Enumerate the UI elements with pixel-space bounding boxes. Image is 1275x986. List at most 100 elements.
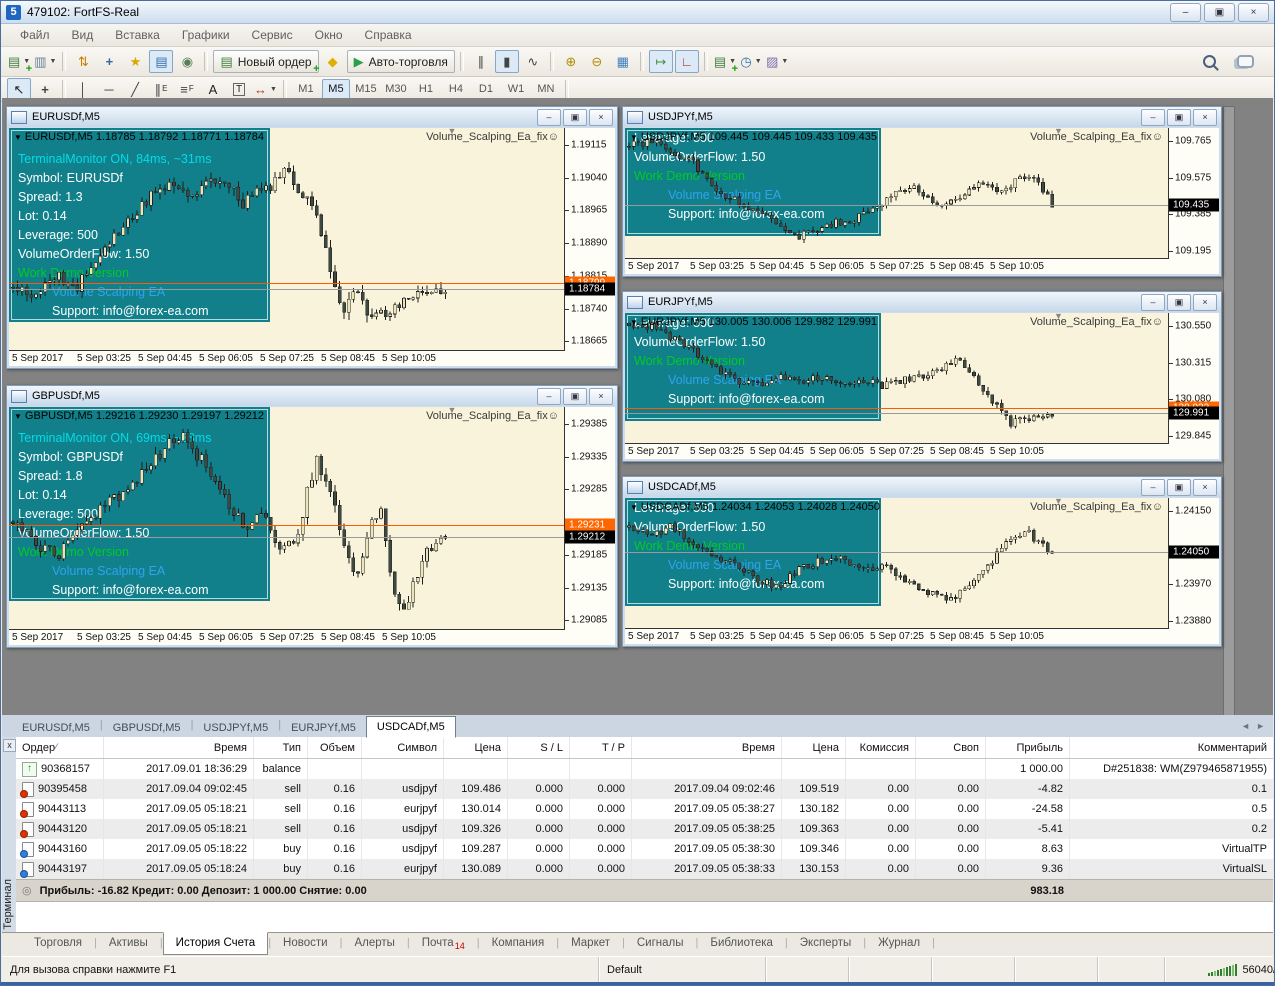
menu-Графики[interactable]: Графики [181,28,230,42]
timeframe-W1-button[interactable]: W1 [507,83,525,95]
timeframe-M15-button[interactable]: M15 [355,83,377,95]
history-row-90443160[interactable]: 90443160 2017.09.05 05:18:22 buy 0.16 usdjpy… [16,839,1273,859]
chart-minimize-button[interactable]: – [537,387,561,405]
chart-titlebar-usdjpyf[interactable]: USDJPYf,M5 – ▣ × [623,107,1221,127]
column-header-10[interactable]: Комиссия [846,737,916,758]
history-row-90368157[interactable]: ↑ 90368157 2017.09.01 18:36:29 balance 1 000… [16,759,1273,779]
menu-Сервис[interactable]: Сервис [251,28,293,42]
column-header-2[interactable]: Тип [254,737,308,758]
chart-close-button[interactable]: × [589,387,613,405]
menu-Вид[interactable]: Вид [71,28,94,42]
chart-titlebar-gbpusdf[interactable]: GBPUSDf,M5 – ▣ × [7,386,617,406]
column-header-3[interactable]: Объем [308,737,362,758]
chart-close-button[interactable]: × [1193,108,1217,126]
chart-titlebar-eurusdf[interactable]: EURUSDf,M5 – ▣ × [7,107,617,127]
chart-restore-button[interactable]: ▣ [563,387,587,405]
column-header-7[interactable]: T / P [570,737,632,758]
column-header-4[interactable]: Символ [362,737,444,758]
chart-plot-area[interactable]: Leverage: 500 VolumeOrderFlow: 1.50 Work D… [625,128,1169,259]
trend-line-tool-button[interactable]: ╱ [123,78,147,101]
timeframe-H1-button[interactable]: H1 [418,83,433,95]
horizontal-line-tool-button[interactable]: ─ [97,78,121,101]
terminal-tab-компания[interactable]: Компания [491,937,545,949]
menu-Справка[interactable]: Справка [364,28,412,42]
price-scale[interactable]: 1.29385 1.29335 1.29285 1.29185 1.29135 1.290… [565,407,615,630]
terminal-button[interactable]: ▤ [149,50,174,73]
terminal-tab-сигналы[interactable]: Сигналы [636,937,684,949]
indicators-button[interactable]: ▤ + ▼ [713,50,738,75]
timeframe-D1-button[interactable]: D1 [478,83,493,95]
terminal-tab-торговля[interactable]: Торговля [34,937,83,949]
chart-plot-area[interactable]: TerminalMonitor ON, 69ms, ~28ms Symbol: G… [9,407,565,630]
status-profile[interactable]: Default [598,957,765,982]
zoom-in-button[interactable]: ⊕ [559,50,583,73]
history-row-90443120[interactable]: 90443120 2017.09.05 05:18:21 sell 0.16 usdjp… [16,819,1273,839]
time-axis[interactable]: 5 Sep 2017 5 Sep 03:25 5 Sep 04:45 5 Sep 06… [625,629,1169,644]
timeframe-M1-button[interactable]: M1 [298,83,314,95]
profiles-button[interactable]: ▥ ▼ [33,50,57,73]
metaeditor-button[interactable]: ◆ [321,50,345,73]
price-scale[interactable]: 1.24150 1.23970 1.23880 1.24050 [1169,498,1219,629]
chart-minimize-button[interactable]: – [1141,478,1165,496]
navigator-button[interactable]: ★ [123,50,147,73]
history-row-90395458[interactable]: 90395458 2017.09.04 09:02:45 sell 0.16 usdjp… [16,779,1273,799]
price-scale[interactable]: 109.765 109.575 109.385 109.195 109.435 [1169,128,1219,259]
terminal-tab-эксперты[interactable]: Эксперты [799,937,852,949]
chart-close-button[interactable]: × [589,108,613,126]
time-axis[interactable]: 5 Sep 2017 5 Sep 03:25 5 Sep 04:45 5 Sep 06… [625,444,1169,459]
app-titlebar[interactable]: 5 479102: FortFS-Real – ▣ × [1,1,1274,24]
chart-tab-gbpusdf-m5[interactable]: GBPUSDf,M5 [112,722,181,734]
bar-chart-button[interactable]: ∥ [469,50,493,73]
strategy-tester-button[interactable]: ◉ [175,50,199,73]
chart-titlebar-eurjpyf[interactable]: EURJPYf,M5 – ▣ × [623,292,1221,312]
scroll-left-icon[interactable]: ◄ [1241,721,1251,731]
chart-tab-eurjpyf-m5[interactable]: EURJPYf,M5 [291,722,356,734]
terminal-tab-библиотека[interactable]: Библиотека [710,937,773,949]
line-chart-button[interactable]: ∿ [521,50,545,73]
price-scale[interactable]: 1.191151.190401.189651.188901.188151.187… [565,128,615,351]
chart-minimize-button[interactable]: – [537,108,561,126]
column-header-11[interactable]: Своп [916,737,986,758]
minimize-button[interactable]: – [1170,2,1201,22]
terminal-tab-алерты[interactable]: Алерты [354,937,395,949]
chart-close-button[interactable]: × [1193,478,1217,496]
zoom-out-button[interactable]: ⊖ [585,50,609,73]
timeframe-M30-button[interactable]: M30 [385,83,407,95]
column-header-8[interactable]: Время [632,737,782,758]
text-tool-button[interactable]: A [201,78,225,101]
vertical-line-tool-button[interactable]: │ [71,78,95,101]
chart-autoscroll-button[interactable]: ∟ [674,50,699,73]
chart-close-button[interactable]: × [1193,293,1217,311]
chart-minimize-button[interactable]: – [1141,293,1165,311]
chart-tab-usdjpyf-m5[interactable]: USDJPYf,M5 [203,722,269,734]
history-row-90443113[interactable]: 90443113 2017.09.05 05:18:21 sell 0.16 eurjp… [16,799,1273,819]
menu-Файл[interactable]: Файл [20,28,50,42]
chart-titlebar-usdcadf[interactable]: USDCADf,M5 – ▣ × [623,477,1221,497]
terminal-close-icon[interactable]: x [3,739,16,752]
chart-plot-area[interactable]: Leverage: 500 VolumeOrderFlow: 1.50 Work D… [625,498,1169,629]
timeframe-M5-button[interactable]: M5 [321,78,350,100]
chart-restore-button[interactable]: ▣ [1167,478,1191,496]
scroll-right-icon[interactable]: ► [1256,721,1265,731]
chat-button[interactable] [1233,50,1257,73]
timeframe-MN-button[interactable]: MN [537,83,555,95]
market-watch-button[interactable]: ⇅ [71,50,95,73]
column-header-6[interactable]: S / L [508,737,570,758]
price-scale[interactable]: 130.550130.315130.080129.845130.022129.9… [1169,313,1219,444]
time-axis[interactable]: 5 Sep 2017 5 Sep 03:25 5 Sep 04:45 5 Sep 06… [625,259,1169,274]
terminal-tab-активы[interactable]: Активы [108,937,148,949]
new-chart-button[interactable]: ▤ + ▼ [7,50,32,75]
history-row-90443197[interactable]: 90443197 2017.09.05 05:18:24 buy 0.16 eurjpy… [16,859,1273,879]
terminal-tab-новости[interactable]: Новости [283,937,328,949]
text-label-tool-button[interactable]: T [227,78,251,101]
autotrade-button[interactable]: ▶ Авто-торговля [346,50,455,73]
menu-Окно[interactable]: Окно [314,28,343,42]
close-button[interactable]: × [1238,2,1269,22]
column-header-1[interactable]: Время [104,737,254,758]
chart-restore-button[interactable]: ▣ [1167,293,1191,311]
chart-restore-button[interactable]: ▣ [563,108,587,126]
chart-shift-button[interactable]: ↦ [648,50,673,73]
terminal-tab-история-счета[interactable]: История Счета [162,932,269,955]
time-axis[interactable]: 5 Sep 2017 5 Sep 03:25 5 Sep 04:45 5 Sep 06… [9,351,565,366]
terminal-tab-маркет[interactable]: Маркет [571,937,611,949]
